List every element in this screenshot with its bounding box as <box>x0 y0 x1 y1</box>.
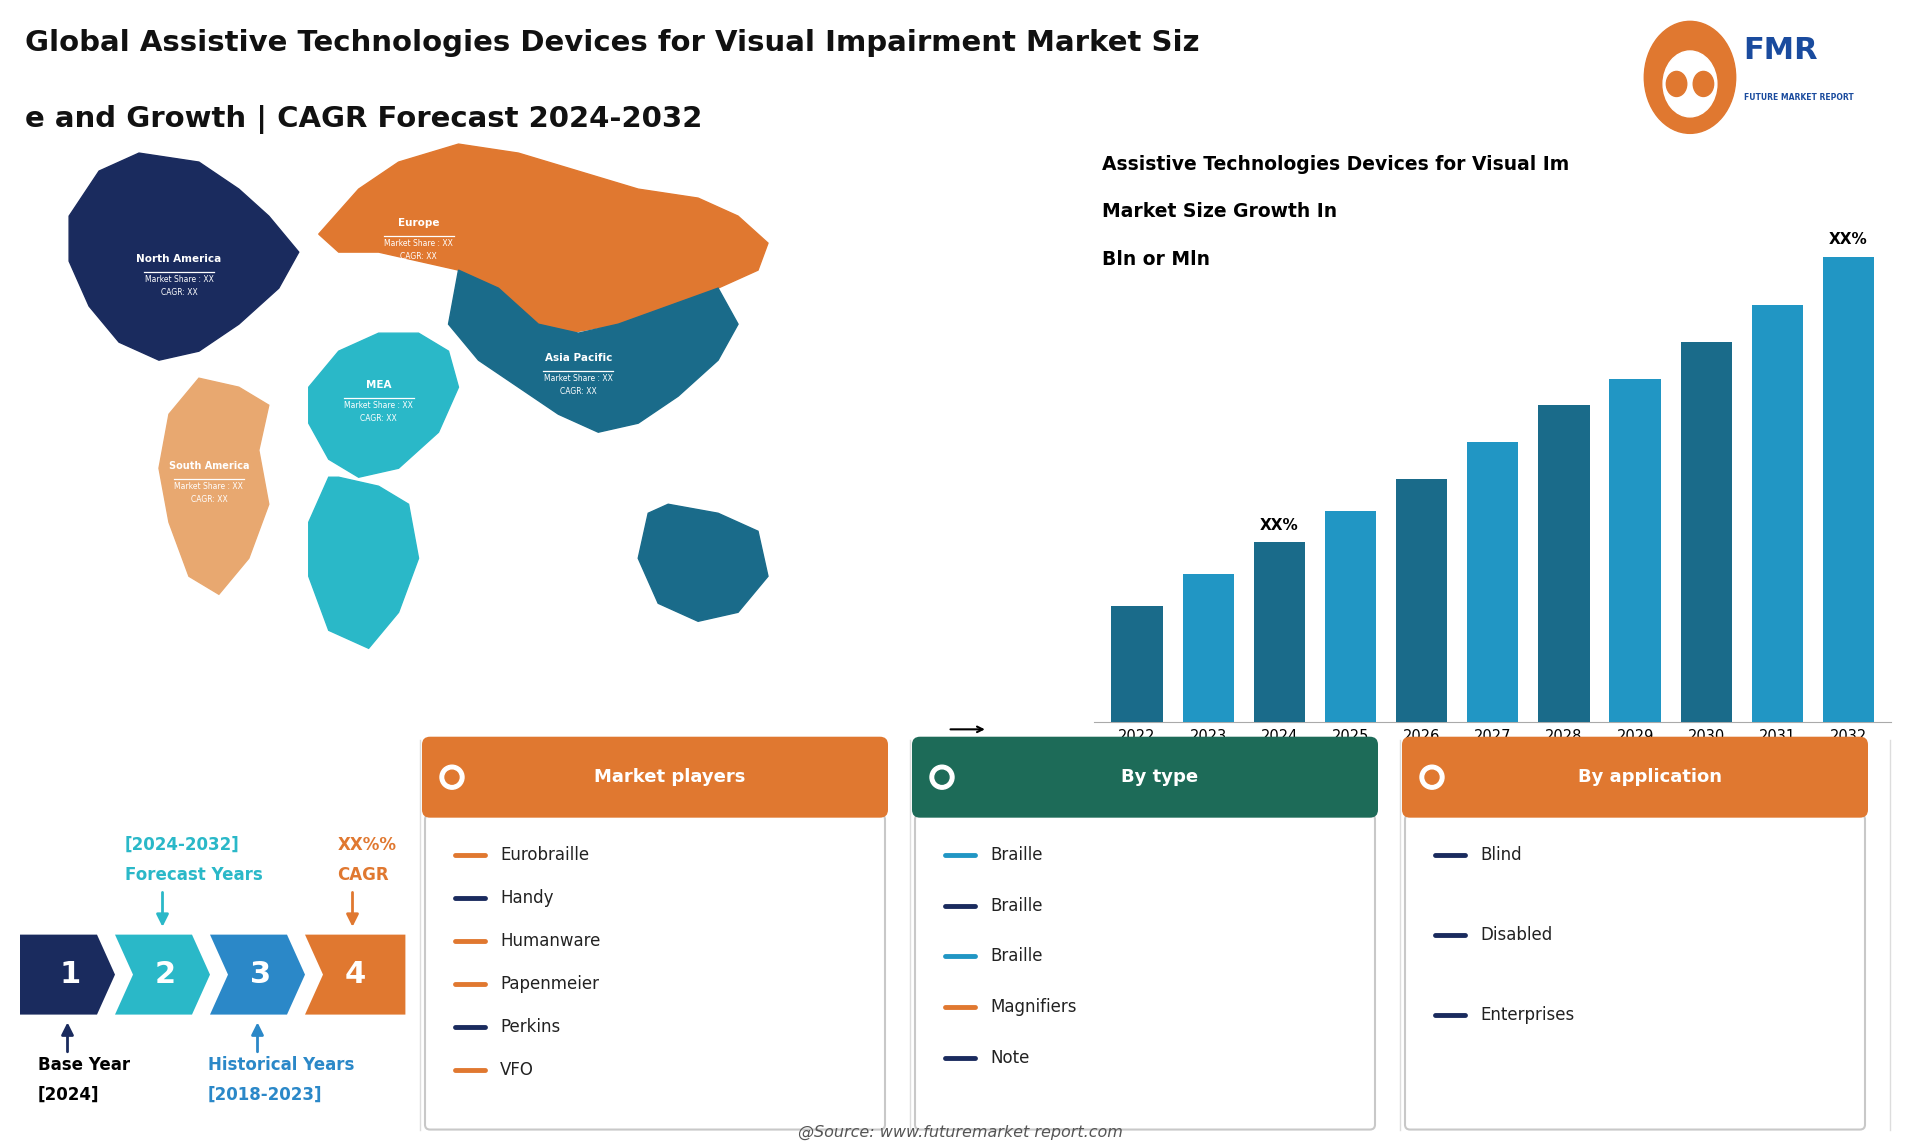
Text: 3: 3 <box>250 960 271 989</box>
Polygon shape <box>19 935 115 1014</box>
Text: FUTURE MARKET REPORT: FUTURE MARKET REPORT <box>1743 93 1853 102</box>
Text: Braille: Braille <box>991 846 1043 864</box>
Text: North America: North America <box>136 254 221 265</box>
Circle shape <box>1667 71 1688 96</box>
Text: CAGR: CAGR <box>338 865 390 884</box>
Text: Braille: Braille <box>991 896 1043 915</box>
Text: Enterprises: Enterprises <box>1480 1005 1574 1023</box>
Text: CAGR: XX: CAGR: XX <box>399 252 438 261</box>
Text: Assistive Technologies Devices for Visual Im: Assistive Technologies Devices for Visua… <box>1102 155 1569 174</box>
Bar <box>1112 606 1164 722</box>
Bar <box>1538 405 1590 722</box>
Circle shape <box>1421 766 1444 790</box>
Polygon shape <box>115 935 209 1014</box>
Bar <box>1325 511 1377 722</box>
FancyBboxPatch shape <box>916 815 1375 1130</box>
Bar <box>1751 305 1803 722</box>
Text: Handy: Handy <box>499 888 553 906</box>
Polygon shape <box>309 333 459 477</box>
Bar <box>1254 542 1306 722</box>
Text: Forecast Years: Forecast Years <box>125 865 263 884</box>
Text: [2024]: [2024] <box>38 1085 100 1104</box>
Text: Braille: Braille <box>991 948 1043 965</box>
Text: Market Share : XX: Market Share : XX <box>543 374 612 383</box>
Text: Papenmeier: Papenmeier <box>499 975 599 992</box>
Text: Eurobraille: Eurobraille <box>499 846 589 864</box>
Text: By type: By type <box>1121 768 1198 786</box>
Polygon shape <box>69 154 300 360</box>
Bar <box>1680 342 1732 722</box>
Circle shape <box>1663 52 1716 117</box>
Circle shape <box>440 766 465 790</box>
FancyBboxPatch shape <box>1402 737 1868 818</box>
Text: CAGR: XX: CAGR: XX <box>161 288 198 297</box>
Text: Europe: Europe <box>397 218 440 228</box>
Circle shape <box>935 770 948 784</box>
Text: XX%: XX% <box>1830 233 1868 248</box>
Text: CAGR: XX: CAGR: XX <box>361 414 397 423</box>
FancyBboxPatch shape <box>912 737 1379 818</box>
Bar <box>1396 479 1448 722</box>
Text: VFO: VFO <box>499 1061 534 1078</box>
Text: 1: 1 <box>60 960 81 989</box>
Text: e and Growth | CAGR Forecast 2024-2032: e and Growth | CAGR Forecast 2024-2032 <box>25 105 703 134</box>
Circle shape <box>929 766 954 790</box>
Text: FMR: FMR <box>1743 37 1818 65</box>
Text: Market Size Growth In: Market Size Growth In <box>1102 202 1336 221</box>
Polygon shape <box>637 504 768 621</box>
Text: Magnifiers: Magnifiers <box>991 998 1077 1017</box>
Text: Blind: Blind <box>1480 846 1523 864</box>
Text: MEA: MEA <box>367 380 392 391</box>
Text: @Source: www.futuremarket report.com: @Source: www.futuremarket report.com <box>797 1124 1123 1139</box>
Text: XX%: XX% <box>1260 518 1298 533</box>
Text: Bln or Mln: Bln or Mln <box>1102 250 1210 269</box>
Polygon shape <box>319 144 768 333</box>
Text: CAGR: XX: CAGR: XX <box>561 387 597 397</box>
Text: Market Share : XX: Market Share : XX <box>144 275 213 283</box>
Polygon shape <box>209 935 305 1014</box>
Text: Market players: Market players <box>595 768 745 786</box>
Polygon shape <box>159 378 269 595</box>
Circle shape <box>1644 22 1736 133</box>
Text: Note: Note <box>991 1050 1029 1067</box>
Text: 4: 4 <box>344 960 367 989</box>
Circle shape <box>445 770 459 784</box>
Text: Global Assistive Technologies Devices for Visual Impairment Market Siz: Global Assistive Technologies Devices fo… <box>25 29 1200 56</box>
FancyBboxPatch shape <box>1405 815 1864 1130</box>
Text: XX%%: XX%% <box>338 835 397 854</box>
Text: Asia Pacific: Asia Pacific <box>545 353 612 363</box>
Bar <box>1822 257 1874 722</box>
Text: Base Year: Base Year <box>38 1055 131 1074</box>
FancyBboxPatch shape <box>424 815 885 1130</box>
Text: 2: 2 <box>156 960 177 989</box>
Text: [2018-2023]: [2018-2023] <box>207 1085 323 1104</box>
Text: By application: By application <box>1578 768 1722 786</box>
Bar <box>1467 442 1519 722</box>
Text: Market Share : XX: Market Share : XX <box>384 238 453 248</box>
Polygon shape <box>305 935 405 1014</box>
Text: Market Share : XX: Market Share : XX <box>175 481 244 490</box>
FancyBboxPatch shape <box>422 737 889 818</box>
Circle shape <box>1425 770 1438 784</box>
Polygon shape <box>449 270 737 432</box>
Circle shape <box>1693 71 1715 96</box>
Text: Market Share : XX: Market Share : XX <box>344 401 413 409</box>
Text: Historical Years: Historical Years <box>207 1055 353 1074</box>
Text: Humanware: Humanware <box>499 932 601 950</box>
Text: [2024-2032]: [2024-2032] <box>125 835 240 854</box>
Bar <box>1609 378 1661 722</box>
Text: Disabled: Disabled <box>1480 926 1551 943</box>
Bar <box>1183 574 1235 722</box>
Text: South America: South America <box>169 462 250 471</box>
Polygon shape <box>309 477 419 649</box>
Text: CAGR: XX: CAGR: XX <box>190 495 227 504</box>
Text: Perkins: Perkins <box>499 1018 561 1036</box>
